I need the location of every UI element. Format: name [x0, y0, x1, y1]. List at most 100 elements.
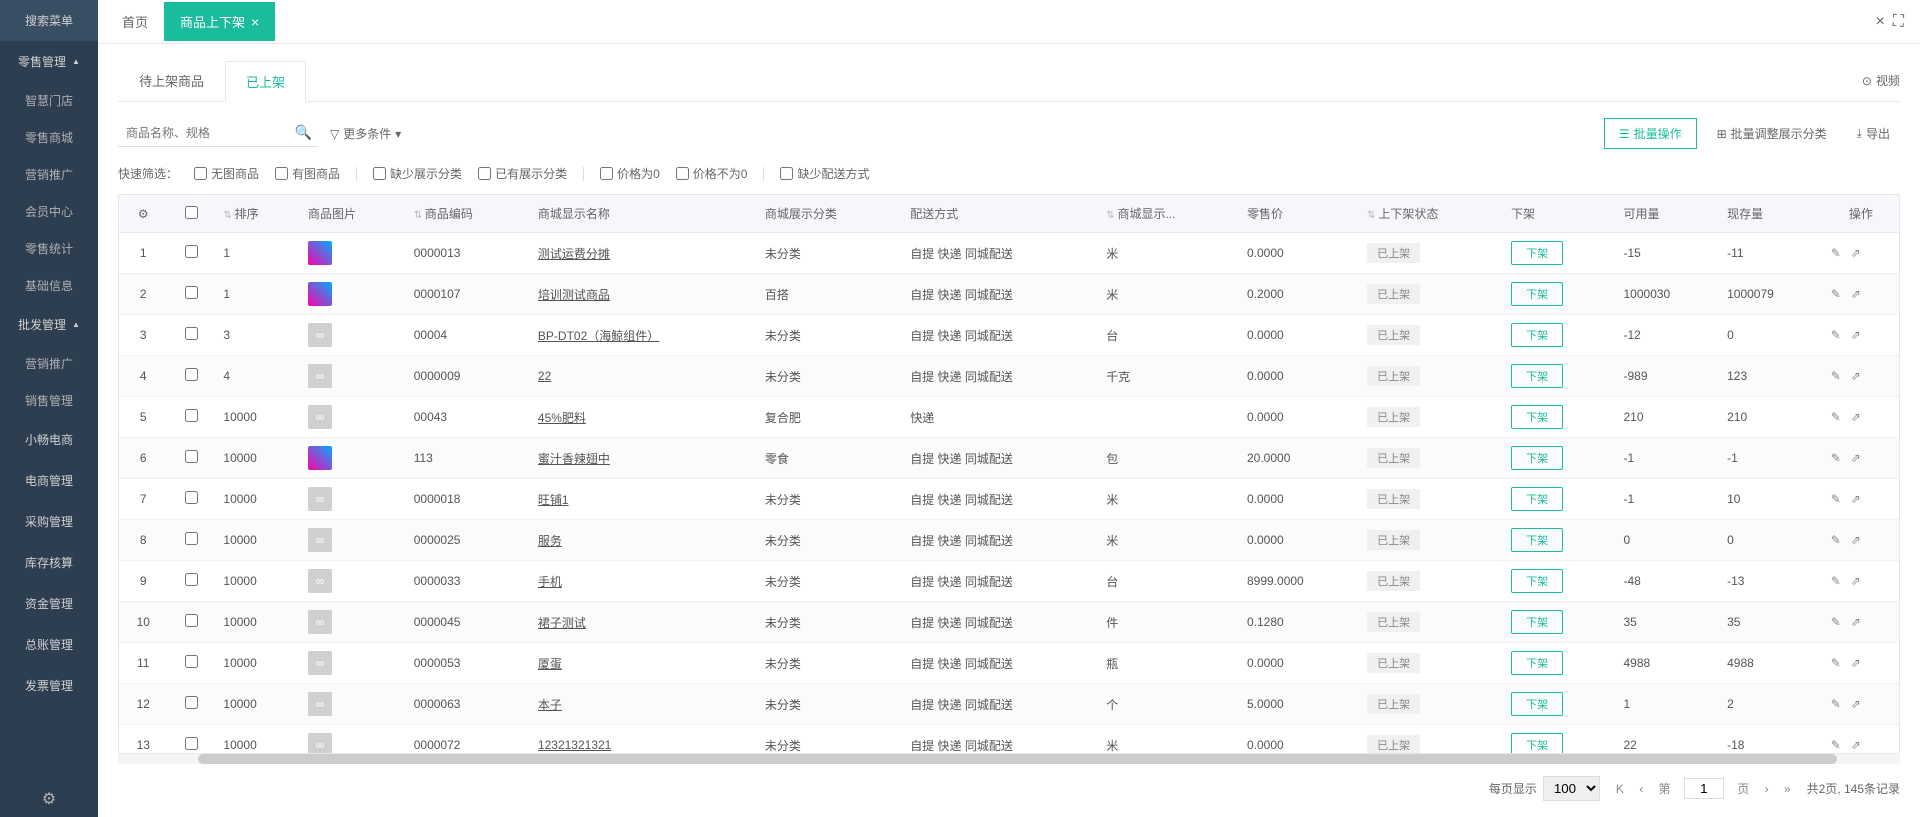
unlist-button[interactable]: 下架 — [1511, 405, 1563, 429]
fullscreen-icon[interactable]: ⛶ — [1893, 13, 1904, 31]
row-checkbox[interactable] — [185, 450, 198, 463]
external-icon[interactable]: ⇗ — [1851, 615, 1861, 629]
edit-icon[interactable]: ✎ — [1831, 574, 1841, 588]
first-page-button[interactable]: K — [1610, 782, 1630, 796]
edit-icon[interactable]: ✎ — [1831, 369, 1841, 383]
close-all-icon[interactable]: × — [1875, 13, 1884, 31]
row-checkbox[interactable] — [185, 532, 198, 545]
filter-item[interactable]: 价格不为0 — [676, 165, 748, 182]
last-page-button[interactable]: » — [1778, 782, 1797, 796]
col-display[interactable]: 商城显示... — [1098, 195, 1239, 233]
product-name-link[interactable]: 蜜汁香辣翅中 — [538, 452, 610, 466]
sidebar-item[interactable]: 销售管理 — [0, 382, 98, 419]
filter-item[interactable]: 缺少配送方式 — [780, 165, 869, 182]
unlist-button[interactable]: 下架 — [1511, 733, 1563, 754]
sidebar-item[interactable]: 零售商城 — [0, 119, 98, 156]
edit-icon[interactable]: ✎ — [1831, 410, 1841, 424]
export-button[interactable]: ⤓ 导出 — [1847, 119, 1900, 148]
tab-pending[interactable]: 待上架商品 — [118, 60, 225, 101]
sidebar-item[interactable]: 会员中心 — [0, 193, 98, 230]
unlist-button[interactable]: 下架 — [1511, 692, 1563, 716]
search-input[interactable] — [118, 120, 318, 147]
sidebar-item[interactable]: 搜索菜单 — [0, 0, 98, 41]
unlist-button[interactable]: 下架 — [1511, 241, 1563, 265]
row-checkbox[interactable] — [185, 491, 198, 504]
row-checkbox[interactable] — [185, 409, 198, 422]
filter-item[interactable]: 缺少展示分类 — [373, 165, 462, 182]
sidebar-item[interactable]: 零售管理 — [0, 41, 98, 82]
row-checkbox[interactable] — [185, 368, 198, 381]
product-name-link[interactable]: 45%肥料 — [538, 411, 586, 425]
external-icon[interactable]: ⇗ — [1851, 656, 1861, 670]
col-sort[interactable]: 排序 — [215, 195, 300, 233]
external-icon[interactable]: ⇗ — [1851, 738, 1861, 752]
tab-listed[interactable]: 已上架 — [225, 61, 306, 102]
external-icon[interactable]: ⇗ — [1851, 533, 1861, 547]
external-icon[interactable]: ⇗ — [1851, 451, 1861, 465]
product-name-link[interactable]: 本子 — [538, 698, 562, 712]
external-icon[interactable]: ⇗ — [1851, 287, 1861, 301]
filter-checkbox[interactable] — [478, 167, 491, 180]
edit-icon[interactable]: ✎ — [1831, 533, 1841, 547]
row-checkbox[interactable] — [185, 286, 198, 299]
edit-icon[interactable]: ✎ — [1831, 492, 1841, 506]
filter-checkbox[interactable] — [600, 167, 613, 180]
row-checkbox[interactable] — [185, 696, 198, 709]
filter-item[interactable]: 已有展示分类 — [478, 165, 567, 182]
unlist-button[interactable]: 下架 — [1511, 282, 1563, 306]
tab-home[interactable]: 首页 — [106, 2, 164, 41]
row-checkbox[interactable] — [185, 614, 198, 627]
sidebar-item[interactable]: 采购管理 — [0, 501, 98, 542]
external-icon[interactable]: ⇗ — [1851, 369, 1861, 383]
batch-operate-button[interactable]: ☰ 批量操作 — [1604, 118, 1697, 149]
table-wrap[interactable]: ⚙ 排序 商品图片 商品编码 商城显示名称 商城展示分类 配送方式 商城显示..… — [118, 194, 1900, 754]
sidebar-item[interactable]: 零售统计 — [0, 230, 98, 267]
product-name-link[interactable]: 服务 — [538, 534, 562, 548]
row-checkbox[interactable] — [185, 327, 198, 340]
product-name-link[interactable]: 22 — [538, 369, 551, 383]
sidebar-item[interactable]: 资金管理 — [0, 583, 98, 624]
edit-icon[interactable]: ✎ — [1831, 451, 1841, 465]
external-icon[interactable]: ⇗ — [1851, 246, 1861, 260]
unlist-button[interactable]: 下架 — [1511, 569, 1563, 593]
batch-category-button[interactable]: ⊞ 批量调整展示分类 — [1707, 119, 1837, 148]
product-name-link[interactable]: 旺铺1 — [538, 493, 569, 507]
unlist-button[interactable]: 下架 — [1511, 528, 1563, 552]
edit-icon[interactable]: ✎ — [1831, 697, 1841, 711]
row-checkbox[interactable] — [185, 245, 198, 258]
prev-page-button[interactable]: ‹ — [1633, 782, 1649, 796]
product-name-link[interactable]: BP-DT02（海鲸组件） — [538, 329, 659, 343]
unlist-button[interactable]: 下架 — [1511, 651, 1563, 675]
unlist-button[interactable]: 下架 — [1511, 446, 1563, 470]
unlist-button[interactable]: 下架 — [1511, 487, 1563, 511]
search-icon[interactable]: 🔍 — [295, 124, 312, 141]
edit-icon[interactable]: ✎ — [1831, 287, 1841, 301]
page-size-select[interactable]: 100 — [1543, 776, 1600, 801]
sidebar-item[interactable]: 总账管理 — [0, 624, 98, 665]
col-gear[interactable]: ⚙ — [119, 195, 168, 233]
filter-item[interactable]: 有图商品 — [275, 165, 340, 182]
filter-checkbox[interactable] — [194, 167, 207, 180]
settings-icon[interactable]: ⚙ — [0, 781, 98, 817]
filter-checkbox[interactable] — [275, 167, 288, 180]
product-name-link[interactable]: 培训测试商品 — [538, 288, 610, 302]
next-page-button[interactable]: › — [1759, 782, 1775, 796]
unlist-button[interactable]: 下架 — [1511, 323, 1563, 347]
row-checkbox[interactable] — [185, 737, 198, 750]
filter-item[interactable]: 价格为0 — [600, 165, 660, 182]
filter-checkbox[interactable] — [373, 167, 386, 180]
edit-icon[interactable]: ✎ — [1831, 246, 1841, 260]
filter-checkbox[interactable] — [780, 167, 793, 180]
sidebar-item[interactable]: 小畅电商 — [0, 419, 98, 460]
video-link[interactable]: ⊙ 视频 — [1862, 72, 1900, 89]
external-icon[interactable]: ⇗ — [1851, 574, 1861, 588]
sidebar-item[interactable]: 营销推广 — [0, 156, 98, 193]
sidebar-item[interactable]: 智慧门店 — [0, 82, 98, 119]
unlist-button[interactable]: 下架 — [1511, 610, 1563, 634]
select-all-checkbox[interactable] — [185, 206, 198, 219]
product-name-link[interactable]: 厦蛋 — [538, 657, 562, 671]
sidebar-item[interactable]: 库存核算 — [0, 542, 98, 583]
edit-icon[interactable]: ✎ — [1831, 615, 1841, 629]
sidebar-item[interactable]: 发票管理 — [0, 665, 98, 706]
col-code[interactable]: 商品编码 — [406, 195, 530, 233]
